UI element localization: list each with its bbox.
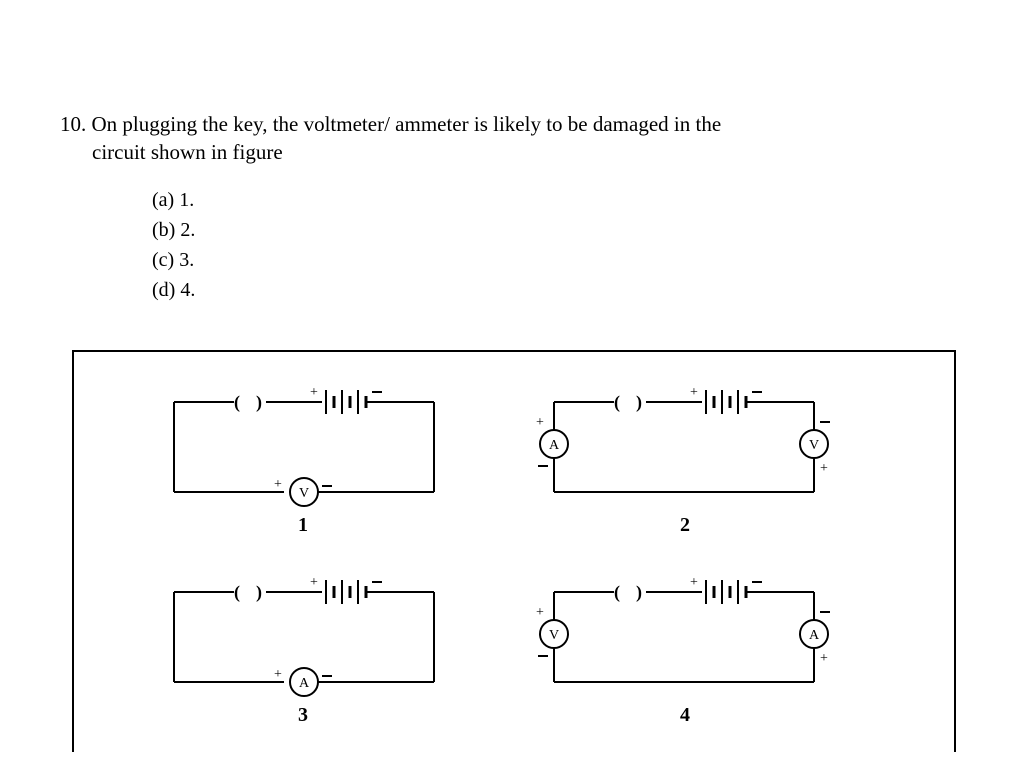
svg-text:+: + <box>820 461 828 476</box>
svg-text:+: + <box>310 575 318 590</box>
svg-text:+: + <box>310 385 318 400</box>
option-a-text: 1. <box>179 189 194 211</box>
svg-text:A: A <box>809 628 820 643</box>
question-number: 10. <box>60 112 86 136</box>
svg-text:+: + <box>536 415 544 430</box>
svg-text:(: ( <box>614 582 620 603</box>
circuit-4: ( ) + + <box>514 572 854 702</box>
svg-text:A: A <box>549 438 560 453</box>
option-c[interactable]: (c) 3. <box>152 245 964 275</box>
option-b-label: (b) <box>152 219 175 241</box>
option-b-text: 2. <box>180 219 195 241</box>
svg-text:+: + <box>274 667 282 682</box>
svg-text:+: + <box>690 575 698 590</box>
option-d-label: (d) <box>152 279 175 301</box>
option-d[interactable]: (d) 4. <box>152 275 964 305</box>
svg-text:(: ( <box>234 582 240 603</box>
svg-text:V: V <box>809 438 819 453</box>
circuit-1: ( ) + <box>154 382 454 512</box>
svg-text:+: + <box>820 651 828 666</box>
svg-text:+: + <box>536 605 544 620</box>
svg-text:): ) <box>636 392 642 413</box>
figure-frame: ( ) + <box>72 350 956 752</box>
svg-text:A: A <box>299 676 310 691</box>
circuit-1-label: 1 <box>298 514 308 537</box>
circuit-3: ( ) + + A <box>154 572 454 702</box>
question-text-line1: On plugging the key, the voltmeter/ amme… <box>92 112 722 136</box>
option-b[interactable]: (b) 2. <box>152 215 964 245</box>
question-block: 10. On plugging the key, the voltmeter/ … <box>60 110 964 167</box>
svg-text:): ) <box>636 582 642 603</box>
option-a[interactable]: (a) 1. <box>152 185 964 215</box>
question-text-line2: circuit shown in figure <box>92 140 283 164</box>
svg-text:+: + <box>690 385 698 400</box>
option-c-label: (c) <box>152 249 174 271</box>
option-a-label: (a) <box>152 189 174 211</box>
diagrams-container: ( ) + <box>74 352 954 752</box>
svg-text:+: + <box>274 477 282 492</box>
circuit-4-label: 4 <box>680 704 690 727</box>
option-c-text: 3. <box>179 249 194 271</box>
svg-text:(: ( <box>614 392 620 413</box>
svg-text:): ) <box>256 392 262 413</box>
circuit-2: ( ) + + <box>514 382 854 512</box>
option-d-text: 4. <box>180 279 195 301</box>
svg-text:V: V <box>549 628 559 643</box>
page: 10. On plugging the key, the voltmeter/ … <box>0 0 1024 770</box>
circuit-2-label: 2 <box>680 514 690 537</box>
svg-text:(: ( <box>234 392 240 413</box>
circuit-3-label: 3 <box>298 704 308 727</box>
svg-text:V: V <box>299 486 309 501</box>
options-list: (a) 1. (b) 2. (c) 3. (d) 4. <box>152 185 964 305</box>
svg-text:): ) <box>256 582 262 603</box>
